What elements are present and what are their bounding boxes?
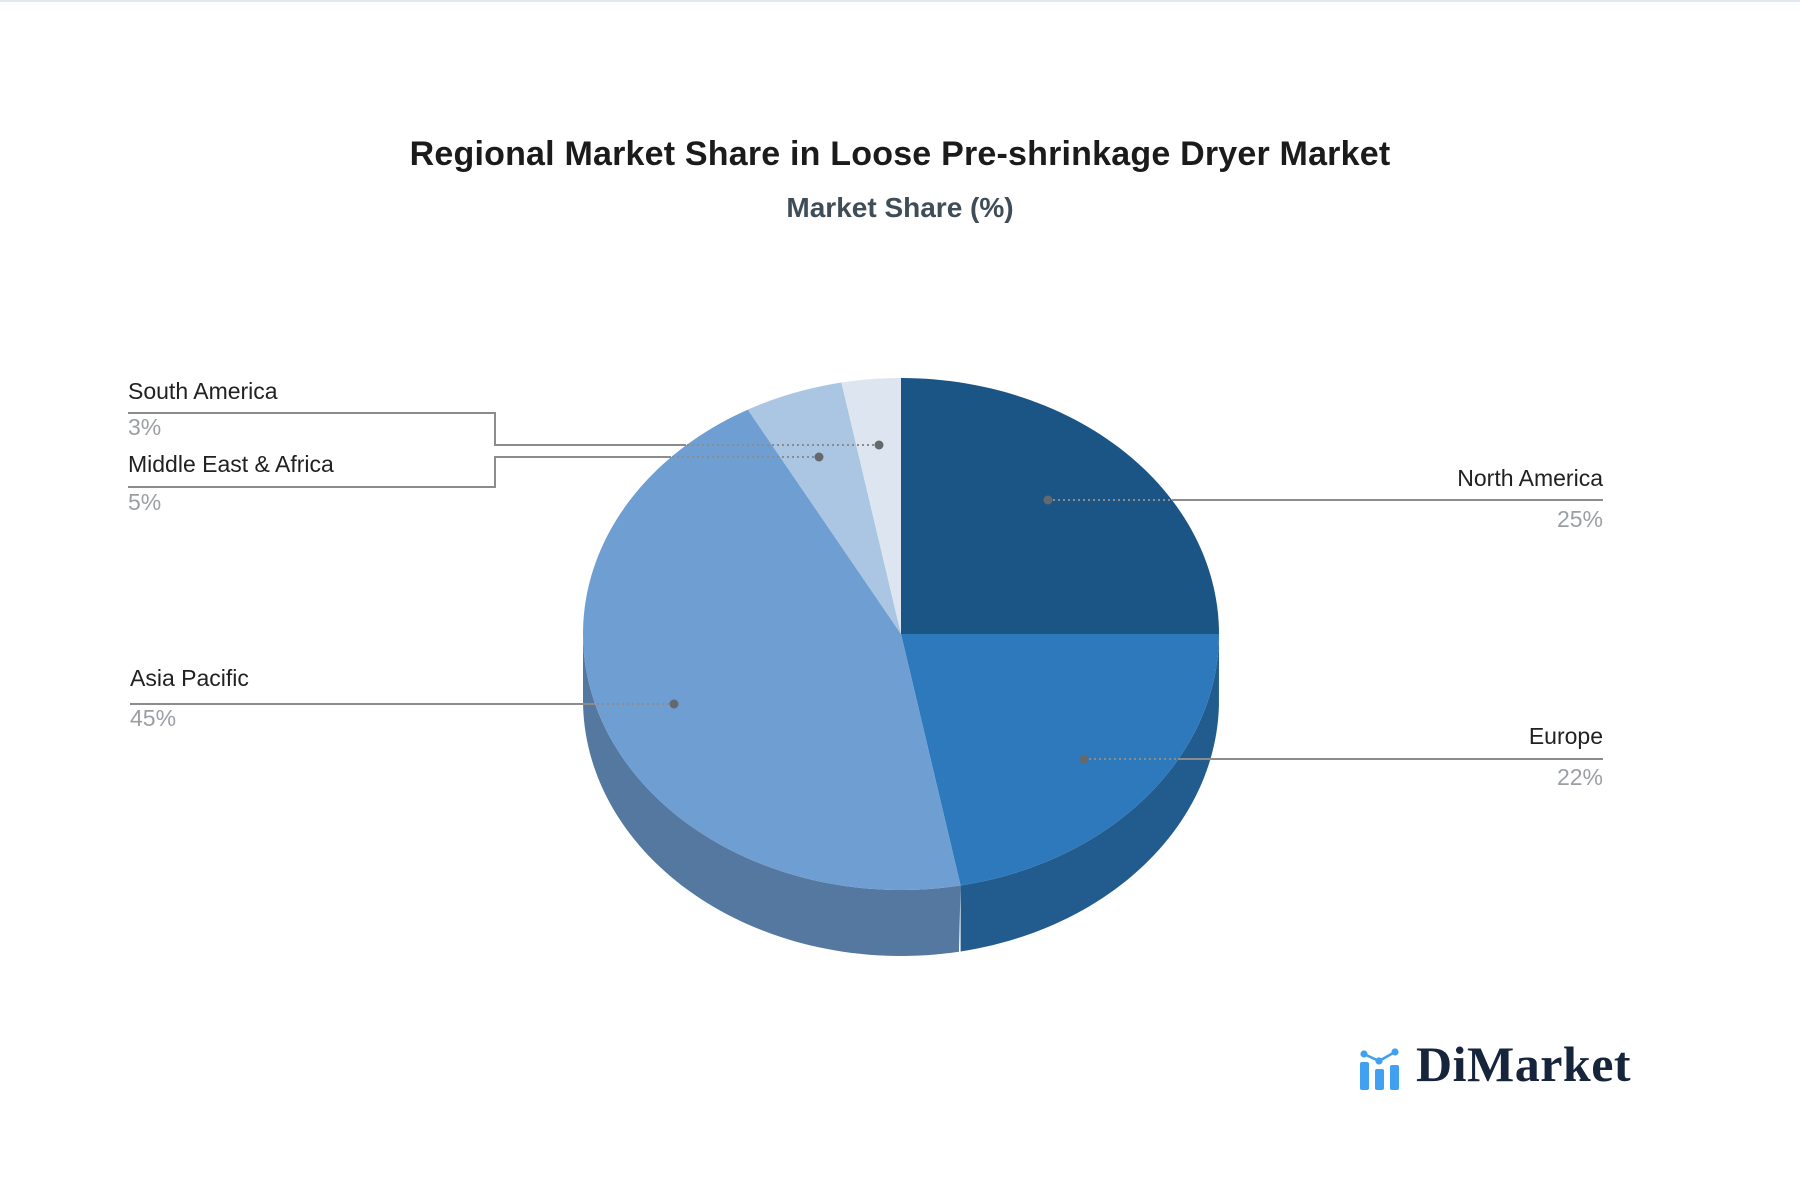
chart-subtitle: Market Share (%) <box>786 192 1014 223</box>
label-north-america: North America <box>1457 463 1603 493</box>
connector-dot-north-america <box>1043 495 1053 505</box>
logo-text: DiMarket <box>1416 1036 1632 1092</box>
pie-slice-asia-pacific[interactable] <box>583 409 961 890</box>
slice-label: Asia Pacific <box>130 665 249 691</box>
slice-label: North America <box>1457 465 1603 491</box>
value-asia-pacific: 45% <box>130 703 176 733</box>
slice-value: 25% <box>1556 506 1603 532</box>
label-asia-pacific: Asia Pacific <box>130 663 249 693</box>
label-europe: Europe <box>1529 721 1603 751</box>
pie-slice-rim-asia-pacific <box>583 634 961 956</box>
pie-slice-europe[interactable] <box>901 634 1219 886</box>
pie-slice-middle-east-africa[interactable] <box>747 382 901 634</box>
connector-dot-asia-pacific <box>669 699 679 709</box>
label-south-america: South America <box>128 376 278 406</box>
connector-dot-south-america <box>874 440 884 450</box>
dimarket-logo: DiMarket <box>1358 1038 1631 1090</box>
slice-label: Europe <box>1528 723 1603 749</box>
label-middle-east-africa: Middle East & Africa <box>128 449 334 479</box>
connector-dot-middle-east-africa <box>814 452 824 462</box>
slice-value: 3% <box>128 414 162 440</box>
connector-dot-europe <box>1079 754 1089 764</box>
pie-slice-north-america[interactable] <box>901 378 1219 634</box>
connector-south-america <box>128 412 686 446</box>
slice-value: 22% <box>1556 764 1603 790</box>
pie-slice-south-america[interactable] <box>841 378 901 634</box>
value-europe: 22% <box>1557 762 1603 792</box>
value-north-america: 25% <box>1557 504 1603 534</box>
slice-value: 45% <box>130 705 177 731</box>
chart-title: Regional Market Share in Loose Pre-shrin… <box>409 135 1391 173</box>
slice-value: 5% <box>128 489 162 515</box>
pie-slice-rim-europe <box>960 634 1219 952</box>
bar-chart-icon <box>1360 1048 1399 1090</box>
connector-middle-east-africa <box>128 456 671 488</box>
slice-label: Middle East & Africa <box>128 451 334 477</box>
value-south-america: 3% <box>128 412 161 442</box>
slice-label: South America <box>128 378 278 404</box>
value-middle-east-africa: 5% <box>128 487 161 517</box>
